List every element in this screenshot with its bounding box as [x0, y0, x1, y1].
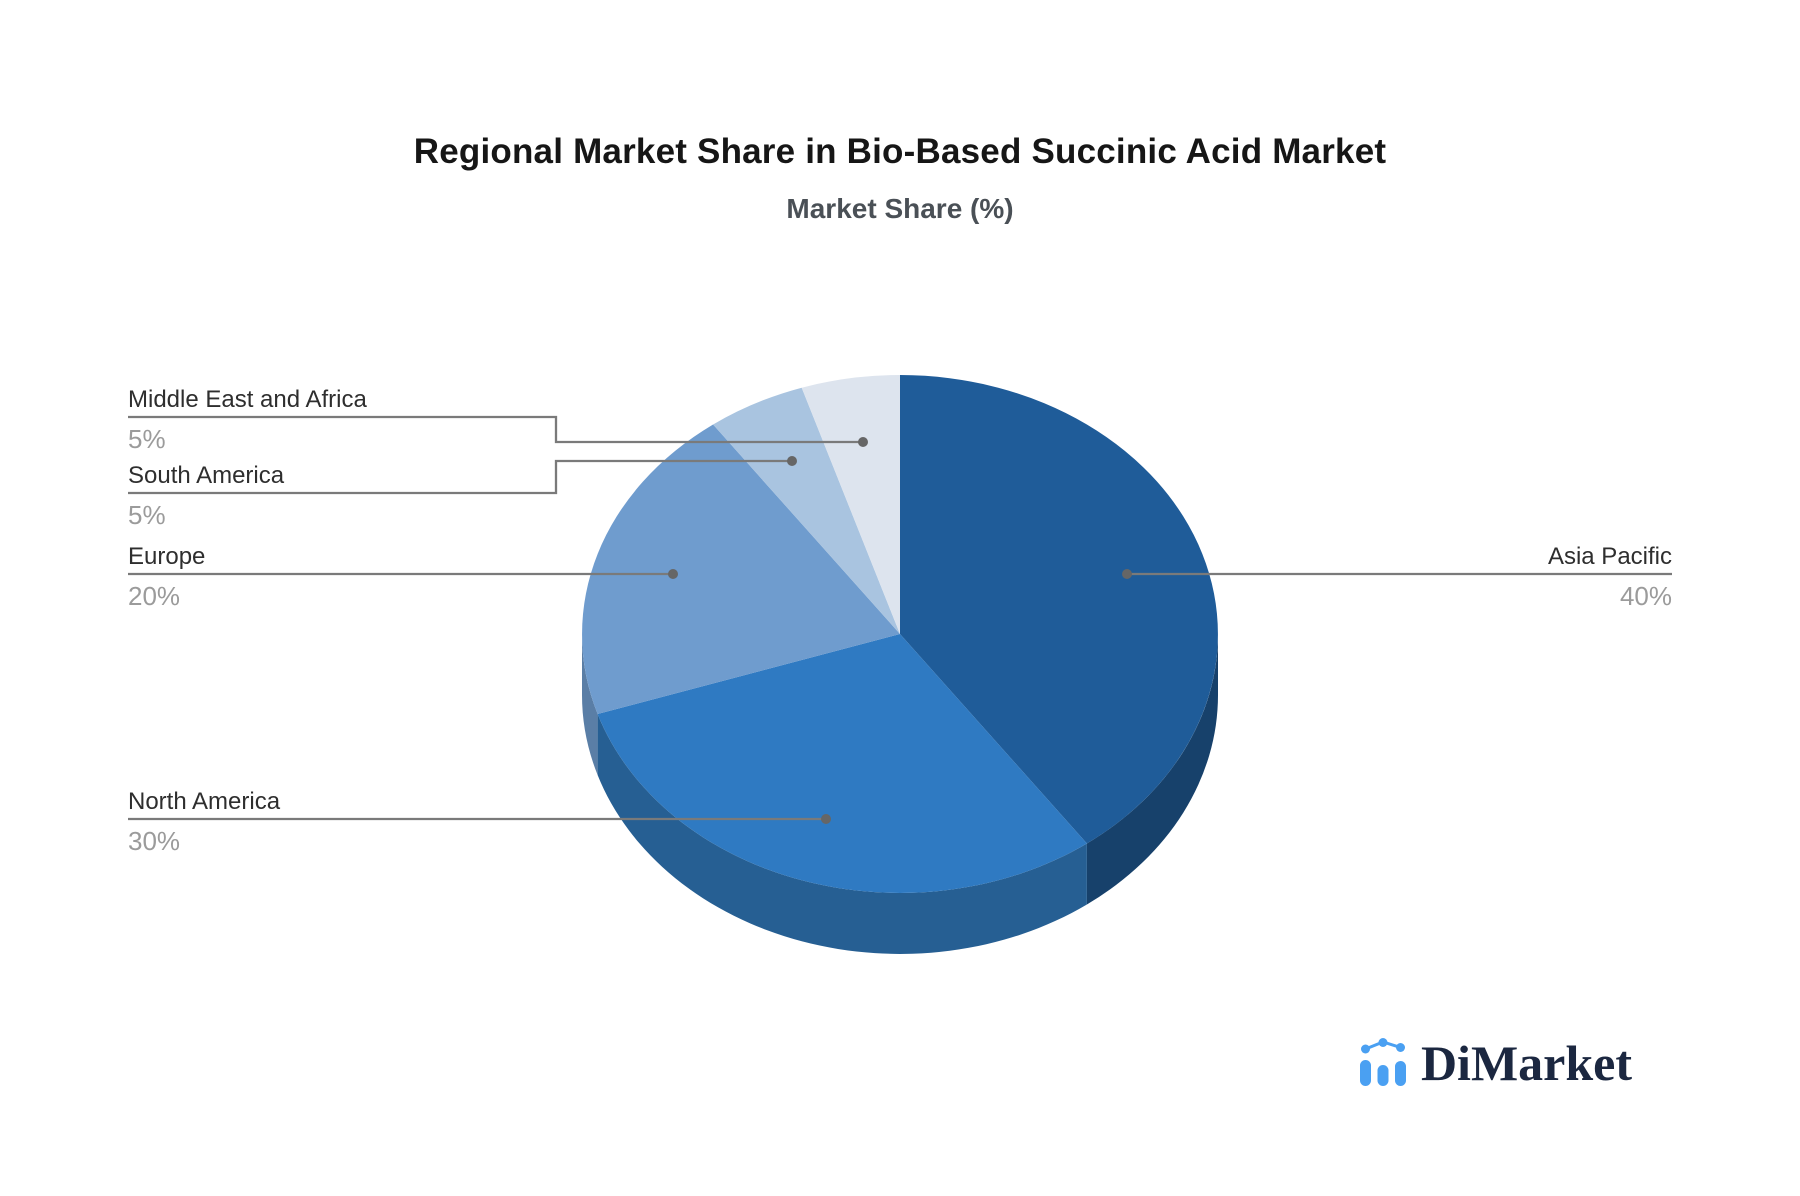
label-connector-middle-east-and-africa: [128, 415, 863, 444]
pie-3d-walls: [582, 634, 1218, 954]
pie-slice-side-asia-pacific: [1086, 634, 1218, 905]
pie-slice-side-europe: [582, 634, 598, 775]
dimarket-logo-icon: [1359, 1038, 1406, 1086]
label-connectors: [128, 415, 1672, 824]
slice-percent-north-america: 30%: [128, 826, 180, 856]
pie-slice-middle-east-and-africa[interactable]: [801, 375, 900, 634]
pie-slice-europe[interactable]: [582, 424, 900, 715]
label-anchor-dot-north-america: [821, 814, 831, 824]
label-anchor-dot-middle-east-and-africa: [858, 437, 868, 447]
dimarket-logo: DiMarket: [1358, 1038, 1632, 1088]
label-anchor-dot-south-america: [787, 456, 797, 466]
slice-percent-middle-east-and-africa: 5%: [128, 424, 166, 454]
label-connector-south-america: [128, 459, 792, 495]
slice-percent-south-america: 5%: [128, 500, 166, 530]
slice-percent-asia-pacific: 40%: [1620, 581, 1672, 611]
dimarket-logo-text: DiMarket: [1420, 1035, 1632, 1091]
slice-labels: Asia Pacific 40% North America 30% Europe 20%…: [128, 386, 1672, 856]
pie-slice-side-north-america: [597, 714, 1087, 954]
label-anchor-dot-europe: [668, 569, 678, 579]
pie-slice-south-america[interactable]: [713, 387, 900, 634]
pie-slice-north-america[interactable]: [597, 634, 1087, 893]
slice-label-europe: Europe: [128, 543, 205, 570]
slice-label-middle-east-and-africa: Middle East and Africa: [128, 386, 367, 413]
slice-label-asia-pacific: Asia Pacific: [1548, 543, 1672, 570]
label-anchor-dot-asia-pacific: [1122, 569, 1132, 579]
chart-title: Regional Market Share in Bio-Based Succi…: [413, 132, 1387, 171]
chart-subtitle: Market Share (%): [786, 193, 1014, 224]
slice-percent-europe: 20%: [128, 581, 180, 611]
pie-slices: [582, 375, 1218, 893]
slice-label-north-america: North America: [128, 788, 281, 815]
pie-slice-asia-pacific[interactable]: [900, 375, 1218, 844]
slice-label-south-america: South America: [128, 462, 285, 489]
